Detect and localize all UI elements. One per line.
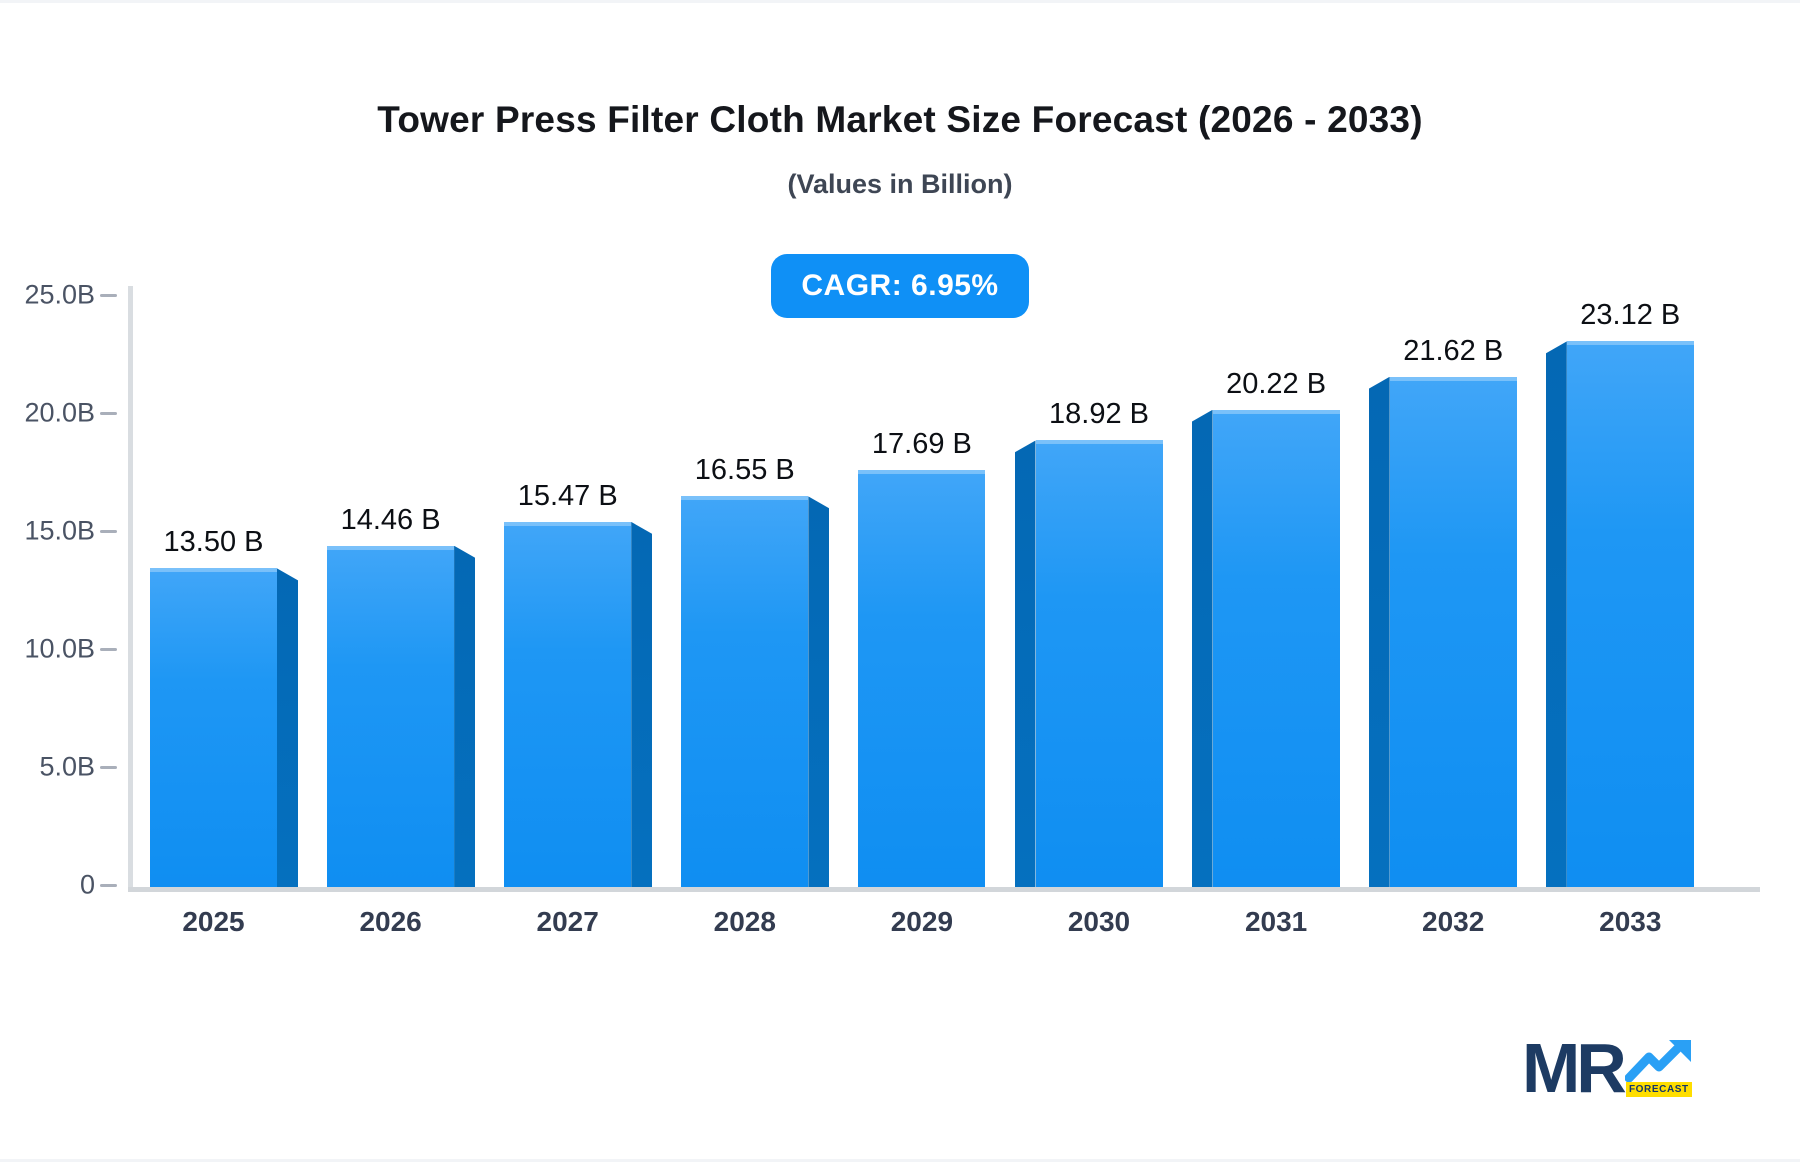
bar-2033: [1545, 341, 1694, 890]
x-tick-label-2028: 2028: [713, 906, 776, 937]
logo-mr-text: MR: [1522, 1029, 1627, 1107]
bar-side-face-2030: [1014, 440, 1036, 890]
bar-value-label-2027: 15.47 B: [517, 479, 618, 512]
bar-value-label-2029: 17.69 B: [871, 427, 972, 460]
bar-value-label-2033: 23.12 B: [1580, 299, 1681, 332]
bar-2031: [1191, 409, 1340, 890]
bar-value-label-2028: 16.55 B: [694, 454, 795, 487]
bar-face-2032: [1389, 376, 1517, 890]
trend-up-arrow-icon: [1624, 1040, 1691, 1082]
bar-side-face-2027: [631, 521, 653, 890]
bar-value-label-2032: 21.62 B: [1403, 334, 1504, 367]
x-tick-label-2032: 2032: [1422, 906, 1485, 937]
logo-forecast-text: FORECAST: [1625, 1082, 1692, 1097]
x-tick-label-2027: 2027: [536, 906, 599, 937]
bar-side-face-2031: [1191, 409, 1213, 890]
bar-side-face-2032: [1368, 376, 1390, 890]
bar-face-2031: [1212, 409, 1340, 890]
bar-2028: [681, 496, 830, 890]
bar-face-2025: [150, 568, 277, 890]
y-tick-mark: [100, 648, 117, 651]
y-tick-mark: [100, 530, 117, 533]
y-tick-mark: [100, 412, 117, 415]
bar-2032: [1368, 376, 1517, 890]
x-axis-baseline: [128, 887, 1760, 892]
x-tick-label-2033: 2033: [1599, 906, 1662, 937]
bar-2026: [327, 545, 476, 890]
y-tick-label-5.0B: 5.0B: [39, 751, 95, 782]
cagr-badge: CAGR: 6.95%: [771, 254, 1029, 318]
x-tick-label-2031: 2031: [1244, 906, 1308, 937]
bar-side-face-2026: [454, 545, 476, 890]
y-tick-mark: [100, 294, 117, 297]
bar-value-label-2030: 18.92 B: [1049, 398, 1149, 431]
x-tick-label-2025: 2025: [182, 906, 245, 937]
y-tick-label-15.0B: 15.0B: [24, 515, 95, 546]
bar-value-label-2031: 20.22 B: [1226, 367, 1327, 400]
bar-2027: [504, 521, 653, 890]
logo-right-block: FORECAST: [1624, 1040, 1693, 1097]
x-tick-label-2026: 2026: [359, 906, 422, 937]
bar-side-face-2025: [277, 568, 298, 890]
bar-face-2033: [1566, 341, 1694, 890]
y-tick-label-25.0B: 25.0B: [24, 279, 95, 310]
mr-forecast-logo: MR FORECAST: [1522, 1029, 1693, 1107]
y-tick-mark: [100, 766, 117, 769]
bar-face-2027: [504, 521, 632, 890]
bar-face-2028: [681, 496, 809, 890]
y-axis-line: [128, 286, 133, 892]
bar-value-label-2026: 14.46 B: [340, 503, 441, 536]
y-tick-label-20.0B: 20.0B: [24, 397, 95, 428]
bar-face-2026: [327, 545, 455, 890]
bar-2029: [858, 469, 986, 890]
y-tick-label-10.0B: 10.0B: [24, 633, 95, 664]
x-tick-label-2029: 2029: [890, 906, 954, 937]
bar-side-face-2033: [1545, 341, 1567, 890]
y-tick-label-0: 0: [79, 869, 95, 900]
cagr-badge-row: CAGR: 6.95%: [0, 254, 1800, 318]
chart-title: Tower Press Filter Cloth Market Size For…: [377, 99, 1423, 140]
chart-subtitle: (Values in Billion): [787, 169, 1013, 199]
y-tick-mark: [100, 884, 117, 887]
bar-side-face-2028: [808, 496, 830, 890]
bar-2030: [1014, 440, 1163, 890]
x-tick-label-2030: 2030: [1067, 906, 1131, 937]
bar-value-label-2025: 13.50 B: [163, 526, 264, 559]
bar-face-2030: [1035, 440, 1163, 890]
bar-face-2029: [858, 469, 986, 890]
bar-2025: [150, 568, 298, 890]
